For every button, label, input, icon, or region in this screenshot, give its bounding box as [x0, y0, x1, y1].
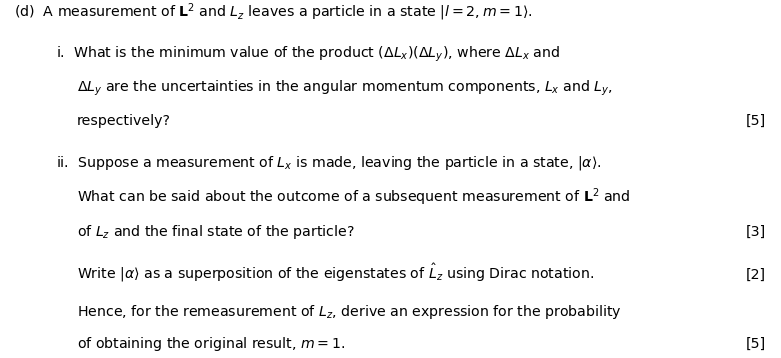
Text: [5]: [5]: [745, 337, 765, 351]
Text: i.  What is the minimum value of the product $(\Delta L_x)(\Delta L_y)$, where $: i. What is the minimum value of the prod…: [56, 44, 561, 64]
Text: of $L_z$ and the final state of the particle?: of $L_z$ and the final state of the part…: [77, 223, 354, 241]
Text: ii.  Suppose a measurement of $L_x$ is made, leaving the particle in a state, $|: ii. Suppose a measurement of $L_x$ is ma…: [56, 154, 602, 172]
Text: [2]: [2]: [745, 267, 765, 281]
Text: [5]: [5]: [745, 114, 765, 128]
Text: respectively?: respectively?: [77, 114, 170, 128]
Text: Write $|\alpha\rangle$ as a superposition of the eigenstates of $\hat{L}_z$ usin: Write $|\alpha\rangle$ as a superpositio…: [77, 262, 594, 284]
Text: What can be said about the outcome of a subsequent measurement of $\mathbf{L}^2$: What can be said about the outcome of a …: [77, 187, 630, 208]
Text: [3]: [3]: [745, 225, 765, 239]
Text: of obtaining the original result, $m=1$.: of obtaining the original result, $m=1$.: [77, 335, 345, 353]
Text: Hence, for the remeasurement of $L_z$, derive an expression for the probability: Hence, for the remeasurement of $L_z$, d…: [77, 303, 622, 321]
Text: $\Delta L_y$ are the uncertainties in the angular momentum components, $L_x$ and: $\Delta L_y$ are the uncertainties in th…: [77, 78, 612, 98]
Text: (d)  A measurement of $\mathbf{L}^2$ and $L_z$ leaves a particle in a state $|l=: (d) A measurement of $\mathbf{L}^2$ and …: [14, 1, 533, 23]
